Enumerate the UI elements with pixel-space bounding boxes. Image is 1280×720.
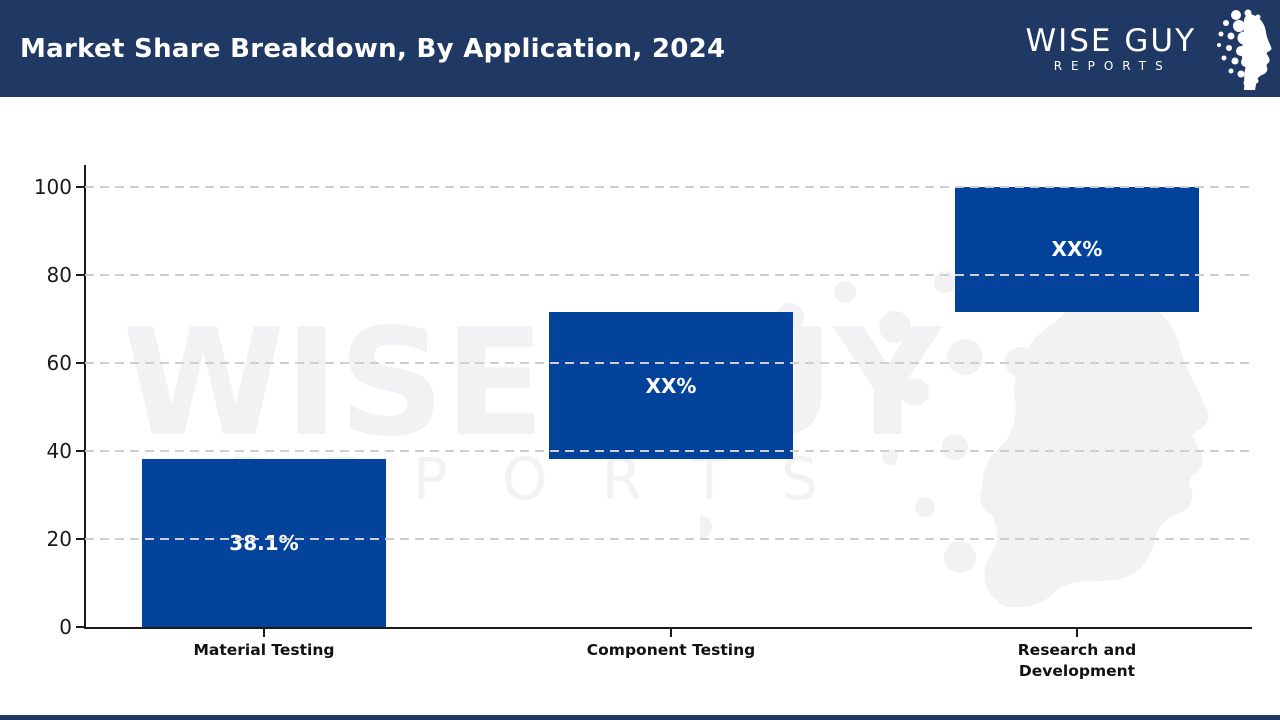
bar-research-and-development: XX% [955,187,1199,312]
y-tick-mark [76,450,85,452]
y-tick-label: 80 [46,263,72,287]
y-tick-mark [76,362,85,364]
y-tick-label: 20 [46,527,72,551]
y-tick-mark [76,186,85,188]
y-tick-mark [76,626,85,628]
logo-wordmark: WISE GUY [1025,22,1196,59]
bar-material-testing: 38.1% [142,459,386,627]
y-tick-mark [76,538,85,540]
y-tick-label: 60 [46,351,72,375]
footer-bar [0,715,1280,720]
x-tick-label: Component Testing [586,641,756,659]
x-tick-label: Research and Development [1017,641,1137,680]
wiseguy-logo: WISE GUY REPORTS [1025,8,1280,90]
y-tick-mark [76,274,85,276]
y-tick-label: 100 [33,175,72,199]
page-title: Market Share Breakdown, By Application, … [20,33,726,64]
logo-subtext: REPORTS [1053,58,1172,73]
x-tick-mark [670,629,672,637]
y-tick-label: 0 [59,615,72,639]
bar-value-label: 38.1% [229,531,299,556]
gridline [85,362,1252,364]
x-axis-line [84,627,1252,629]
bar-component-testing: XX% [549,311,793,460]
y-axis-line [84,165,86,629]
gridline [85,538,1252,540]
x-tick-mark [1076,629,1078,637]
gridline [85,450,1252,452]
plot: 0 20 40 60 80 100 38.1% Material Testing XX% Comp… [0,97,1280,715]
x-tick-mark [263,629,265,637]
y-tick-label: 40 [46,439,72,463]
gridline [85,186,1252,188]
header: Market Share Breakdown, By Application, … [0,0,1280,97]
logo-text: WISE GUY REPORTS [1025,25,1196,73]
wiseguy-face-icon [1217,9,1272,90]
gridline [85,274,1252,276]
chart-area: WISE GUY REPORTS 0 20 40 60 80 100 38.1% Materi… [0,97,1280,715]
x-tick-label: Material Testing [193,641,335,659]
bar-value-label: XX% [1051,237,1103,262]
bar-value-label: XX% [645,373,697,398]
